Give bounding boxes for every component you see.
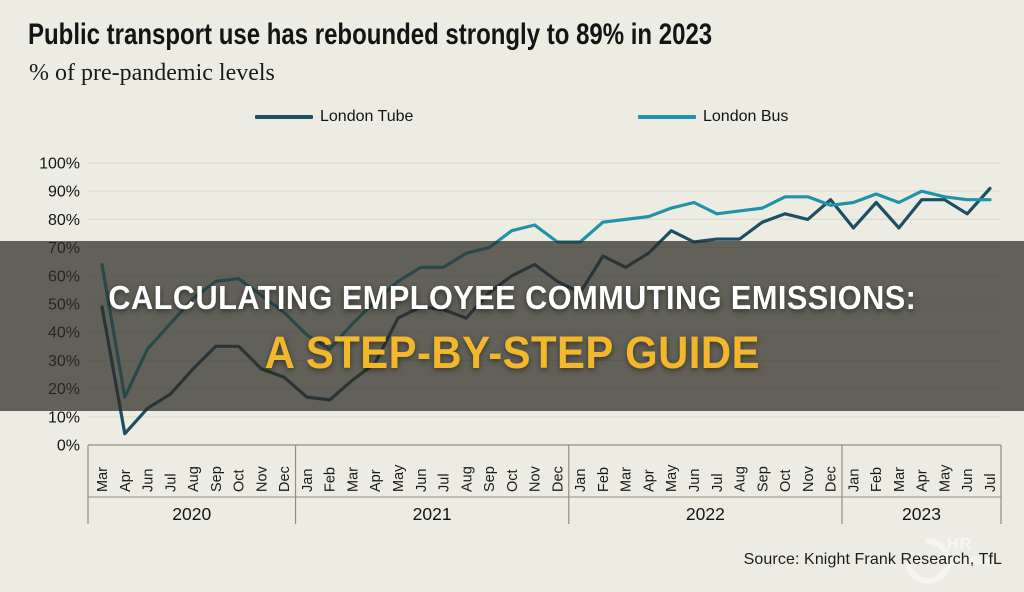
- month-tick-label: Aug: [186, 466, 202, 492]
- legend-item-london-tube: London Tube: [255, 108, 413, 126]
- month-tick-label: Jul: [163, 473, 179, 492]
- month-tick-label: Jul: [983, 473, 999, 492]
- logo-tagline-placeholder: [947, 556, 993, 565]
- bus-line-swatch-icon: [638, 115, 696, 119]
- legend-label-london-bus: London Bus: [703, 108, 789, 125]
- month-tick-label: Sep: [209, 466, 225, 492]
- year-label: 2022: [686, 504, 725, 524]
- month-tick-label: Apr: [641, 469, 657, 492]
- overlay-banner: CALCULATING EMPLOYEE COMMUTING EMISSIONS…: [0, 241, 1024, 411]
- chart-subtitle: % of pre-pandemic levels: [29, 60, 275, 86]
- month-tick-label: Apr: [118, 469, 134, 492]
- y-tick-label: 0%: [57, 438, 80, 455]
- month-tick-label: Feb: [596, 467, 612, 492]
- month-tick-label: Oct: [778, 469, 794, 492]
- month-tick-label: Jun: [141, 469, 157, 492]
- banner-heading: CALCULATING EMPLOYEE COMMUTING EMISSIONS…: [108, 279, 916, 316]
- y-tick-label: 10%: [48, 409, 80, 426]
- month-tick-label: Mar: [95, 467, 111, 492]
- month-tick-label: Jul: [710, 473, 726, 492]
- month-tick-label: Jan: [846, 469, 862, 492]
- month-tick-label: Jun: [687, 469, 703, 492]
- month-tick-label: Dec: [824, 466, 840, 492]
- month-tick-label: Mar: [619, 467, 635, 492]
- source-credit: Source: Knight Frank Research, TfL: [743, 551, 1002, 568]
- month-tick-label: May: [937, 464, 953, 492]
- hr-logo-watermark: HR: [895, 528, 1015, 592]
- month-tick-label: Aug: [459, 466, 475, 492]
- month-tick-label: Feb: [323, 467, 339, 492]
- month-tick-label: Apr: [368, 469, 384, 492]
- tube-line-swatch-icon: [255, 115, 313, 119]
- year-label: 2021: [413, 504, 452, 524]
- month-tick-label: Nov: [254, 465, 270, 492]
- month-tick-label: Sep: [482, 466, 498, 492]
- year-label: 2020: [172, 504, 211, 524]
- month-tick-label: Dec: [277, 466, 293, 492]
- legend-label-london-tube: London Tube: [320, 108, 414, 125]
- month-tick-label: Mar: [345, 467, 361, 492]
- month-tick-label: Nov: [801, 465, 817, 492]
- month-tick-label: Jan: [573, 469, 589, 492]
- logo-hr-text: HR: [947, 536, 973, 553]
- y-tick-label: 90%: [48, 184, 80, 201]
- month-tick-label: Dec: [550, 466, 566, 492]
- month-tick-label: Feb: [869, 467, 885, 492]
- month-tick-label: May: [391, 464, 407, 492]
- month-tick-label: Mar: [892, 467, 908, 492]
- banner-subheading: A STEP-BY-STEP GUIDE: [264, 327, 760, 378]
- y-tick-label: 100%: [39, 156, 80, 173]
- month-tick-label: May: [664, 464, 680, 492]
- month-tick-label: Jan: [300, 469, 316, 492]
- month-tick-label: Oct: [505, 469, 521, 492]
- month-tick-label: Oct: [232, 469, 248, 492]
- y-tick-label: 80%: [48, 212, 80, 229]
- month-tick-label: Aug: [733, 466, 749, 492]
- month-tick-label: Sep: [755, 466, 771, 492]
- month-tick-label: Apr: [915, 469, 931, 492]
- month-tick-label: Jul: [437, 473, 453, 492]
- year-label: 2023: [902, 504, 941, 524]
- chart-title: Public transport use has rebounded stron…: [28, 18, 713, 51]
- month-tick-label: Jun: [414, 469, 430, 492]
- month-tick-label: Nov: [528, 465, 544, 492]
- legend-item-london-bus: London Bus: [638, 108, 788, 126]
- month-tick-label: Jun: [960, 469, 976, 492]
